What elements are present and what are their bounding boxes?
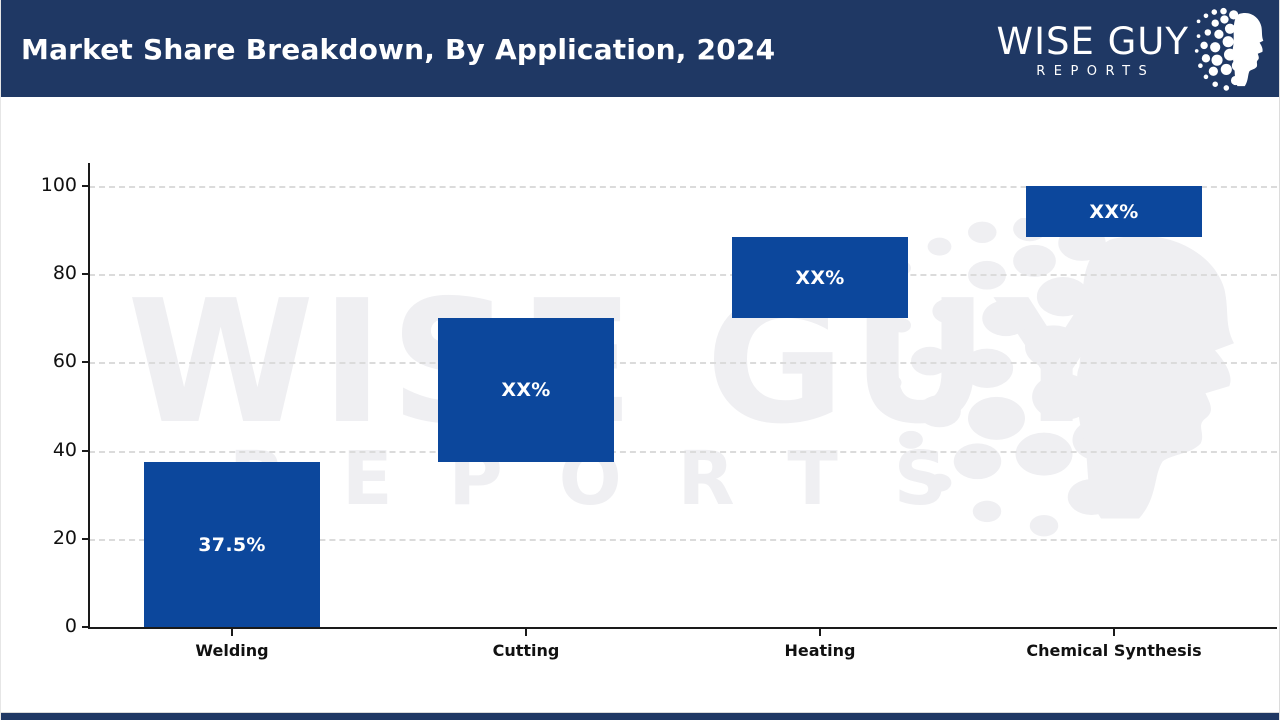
x-tick-label-heating: Heating — [784, 641, 856, 660]
x-axis-line — [88, 627, 1277, 629]
y-tick-40 — [82, 450, 89, 452]
bar-heating: XX% — [732, 237, 908, 318]
x-tick-cutting — [525, 629, 527, 636]
x-tick-chemical-synthesis — [1113, 629, 1115, 636]
y-tick-label-80: 80 — [52, 262, 77, 284]
bar-value-label-welding: 37.5% — [198, 533, 266, 556]
y-tick-80 — [82, 273, 89, 275]
gridline-40 — [89, 451, 1277, 453]
bar-chemical-synthesis: XX% — [1026, 186, 1202, 237]
gridline-20 — [89, 539, 1277, 541]
bar-welding: 37.5% — [144, 462, 320, 627]
dotted-head-logo-icon — [1194, 7, 1264, 91]
brand-logo: WISE GUY REPORTS — [997, 6, 1267, 94]
x-tick-welding — [231, 629, 233, 636]
y-axis-line — [88, 163, 90, 629]
y-tick-100 — [82, 185, 89, 187]
gridline-80 — [89, 274, 1277, 276]
watermark-dotted-head-icon — [882, 218, 1234, 537]
page-title: Market Share Breakdown, By Application, … — [21, 33, 776, 66]
y-tick-label-40: 40 — [52, 439, 77, 461]
y-tick-20 — [82, 538, 89, 540]
brand-logo-text: WISE GUY REPORTS — [996, 19, 1189, 79]
x-tick-heating — [819, 629, 821, 636]
x-tick-label-welding: Welding — [195, 641, 269, 660]
bar-cutting: XX% — [438, 318, 614, 462]
x-tick-label-chemical-synthesis: Chemical Synthesis — [1026, 641, 1202, 660]
y-tick-label-60: 60 — [52, 350, 77, 372]
brand-subtitle: REPORTS — [1036, 63, 1156, 79]
y-tick-label-100: 100 — [40, 174, 77, 196]
gridline-100 — [89, 186, 1277, 188]
bar-value-label-chemical-synthesis: XX% — [1089, 200, 1139, 223]
bar-value-label-cutting: XX% — [501, 379, 551, 401]
footer-band — [1, 712, 1279, 720]
y-tick-0 — [82, 626, 89, 628]
header-band: Market Share Breakdown, By Application, … — [1, 0, 1279, 97]
x-tick-label-cutting: Cutting — [492, 641, 560, 660]
gridline-60 — [89, 362, 1277, 364]
bar-value-label-heating: XX% — [795, 266, 845, 289]
y-tick-label-0: 0 — [64, 615, 77, 637]
y-tick-label-20: 20 — [52, 527, 77, 549]
brand-name: WISE GUY — [996, 19, 1189, 63]
y-tick-60 — [82, 361, 89, 363]
